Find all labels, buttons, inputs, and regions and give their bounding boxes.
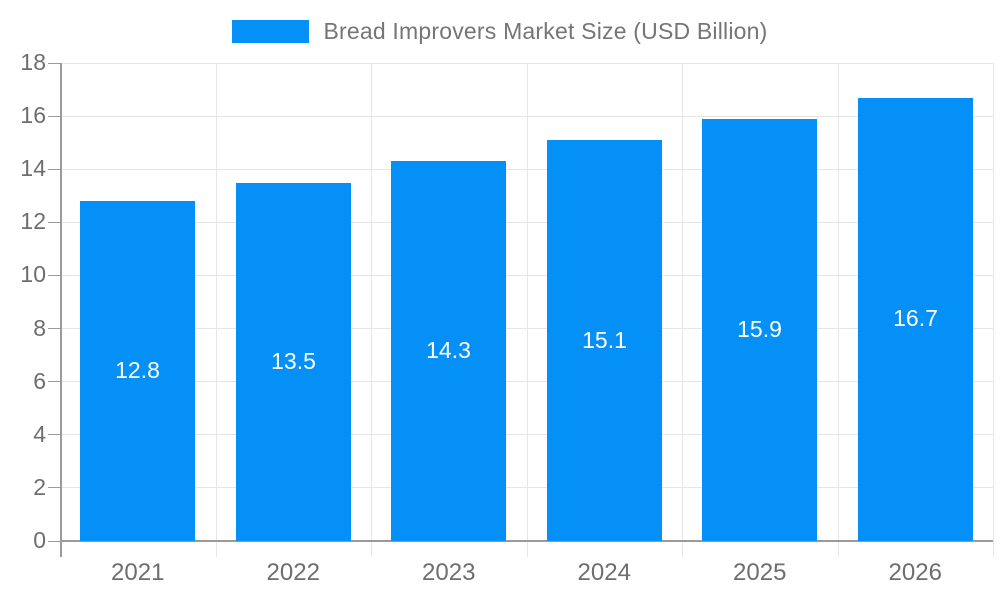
bar-value-label: 15.9 <box>737 315 782 342</box>
y-axis-line <box>60 63 62 557</box>
plot-area: 0 2 4 6 8 10 12 14 16 18 12.8 2021 13.5 2022 14.3 2023 1… <box>20 49 994 586</box>
y-tick-label: 6 <box>33 367 46 394</box>
bar-2022[interactable] <box>236 182 351 541</box>
bar-value-label: 15.1 <box>582 326 627 353</box>
legend-swatch[interactable] <box>232 20 310 43</box>
x-tick-label: 2025 <box>733 559 787 586</box>
y-axis-tick <box>48 221 60 223</box>
y-axis-tick <box>48 328 60 330</box>
y-axis-tick <box>48 434 60 436</box>
y-tick-label: 10 <box>20 261 46 288</box>
y-axis-tick <box>48 168 60 170</box>
bar-value-label: 14.3 <box>426 337 471 364</box>
x-tick-label: 2023 <box>422 559 476 586</box>
legend-label[interactable]: Bread Improvers Market Size (USD Billion… <box>323 18 768 44</box>
y-tick-label: 14 <box>20 155 46 182</box>
x-axis-line <box>60 540 993 542</box>
x-gridline <box>992 63 994 557</box>
y-axis-tick <box>48 487 60 489</box>
bar-2026[interactable] <box>858 97 973 541</box>
bar-value-label: 12.8 <box>115 357 160 384</box>
y-axis-tick <box>48 381 60 383</box>
y-tick-label: 4 <box>33 420 46 447</box>
y-tick-label: 18 <box>20 49 46 75</box>
y-tick-label: 8 <box>33 314 46 341</box>
x-gridline <box>370 63 372 557</box>
bar-value-label: 13.5 <box>271 347 316 374</box>
x-gridline <box>526 63 528 557</box>
y-tick-label: 12 <box>20 208 46 235</box>
y-tick-label: 16 <box>20 102 46 129</box>
x-tick-label: 2021 <box>111 559 165 586</box>
bar-2024[interactable] <box>547 140 662 541</box>
x-gridline <box>681 63 683 557</box>
y-axis-tick <box>48 540 60 542</box>
x-tick-label: 2024 <box>577 559 631 586</box>
x-gridline <box>215 63 217 557</box>
y-axis-tick <box>48 274 60 276</box>
bar-value-label: 16.7 <box>893 305 938 332</box>
x-gridline <box>837 63 839 557</box>
y-axis-tick <box>48 62 60 64</box>
y-tick-label: 0 <box>33 527 46 553</box>
x-tick-label: 2022 <box>266 559 320 586</box>
y-axis-tick <box>48 115 60 117</box>
x-tick-label: 2026 <box>888 559 942 586</box>
bar-2021[interactable] <box>80 201 195 541</box>
y-tick-label: 2 <box>33 473 46 500</box>
bar-2025[interactable] <box>702 118 817 541</box>
bar-2023[interactable] <box>391 161 506 541</box>
chart-legend[interactable]: Bread Improvers Market Size (USD Billion… <box>0 18 1000 45</box>
